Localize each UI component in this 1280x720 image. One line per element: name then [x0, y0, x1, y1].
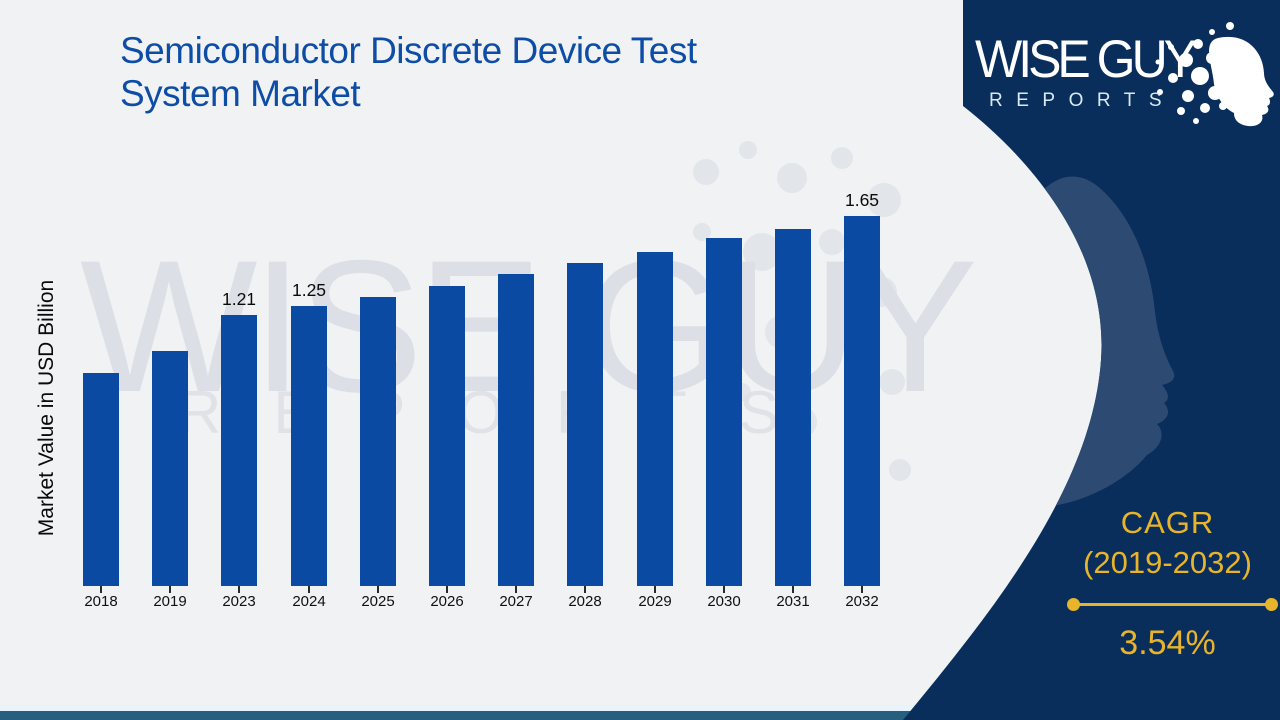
x-axis-label-2023: 2023	[222, 593, 256, 610]
bar-value-label-2032: 1.65	[844, 190, 880, 210]
x-axis-label-2024: 2024	[292, 593, 326, 610]
bar-value-label-2024: 1.25	[291, 280, 327, 300]
x-axis-label-2026: 2026	[430, 593, 464, 610]
chart-title: Semiconductor Discrete Device Test Syste…	[120, 30, 697, 114]
x-axis-label-2025: 2025	[361, 593, 395, 610]
bar-2030	[706, 238, 742, 586]
x-axis-tick	[446, 586, 448, 593]
x-axis-tick	[308, 586, 310, 593]
bar-2032	[844, 216, 880, 586]
bar-value-label-2023: 1.21	[221, 289, 257, 309]
x-axis-label-2028: 2028	[568, 593, 602, 610]
x-axis-tick	[654, 586, 656, 593]
x-axis-label-2031: 2031	[776, 593, 810, 610]
bar-2028	[567, 263, 603, 586]
x-axis-tick	[169, 586, 171, 593]
x-axis-tick	[238, 586, 240, 593]
x-axis-label-2018: 2018	[84, 593, 118, 610]
x-axis-tick	[861, 586, 863, 593]
cagr-block: CAGR (2019-2032) 3.54%	[1060, 505, 1278, 663]
x-axis-tick	[723, 586, 725, 593]
bottom-strip-pale	[0, 705, 1280, 711]
bar-2025	[360, 297, 396, 586]
cagr-label: CAGR	[1120, 505, 1215, 540]
logo-wordmark: WISE GUY	[975, 29, 1197, 89]
bar-2023	[221, 315, 257, 586]
bar-2031	[775, 229, 811, 586]
bar-2024	[291, 306, 327, 586]
logo-reports: REPORTS	[989, 90, 1176, 111]
bar-2027	[498, 274, 534, 586]
x-axis-tick	[515, 586, 517, 593]
cagr-value: 3.54%	[1119, 624, 1216, 662]
x-axis-label-2029: 2029	[638, 593, 672, 610]
bar-2018	[83, 373, 119, 586]
x-axis-tick	[100, 586, 102, 593]
x-axis-label-2019: 2019	[153, 593, 187, 610]
cagr-divider-line	[1067, 598, 1278, 611]
bar-2026	[429, 286, 465, 586]
bar-2019	[152, 351, 188, 586]
logo: WISE GUY REPORTS	[975, 30, 1275, 112]
x-axis-label-2027: 2027	[499, 593, 533, 610]
cagr-period: (2019-2032)	[1083, 545, 1252, 580]
x-axis-tick	[584, 586, 586, 593]
bar-2029	[637, 252, 673, 586]
x-axis-tick	[792, 586, 794, 593]
x-axis-label-2030: 2030	[707, 593, 741, 610]
x-axis-tick	[377, 586, 379, 593]
bottom-strip-teal	[0, 711, 1280, 720]
x-axis-label-2032: 2032	[845, 593, 879, 610]
